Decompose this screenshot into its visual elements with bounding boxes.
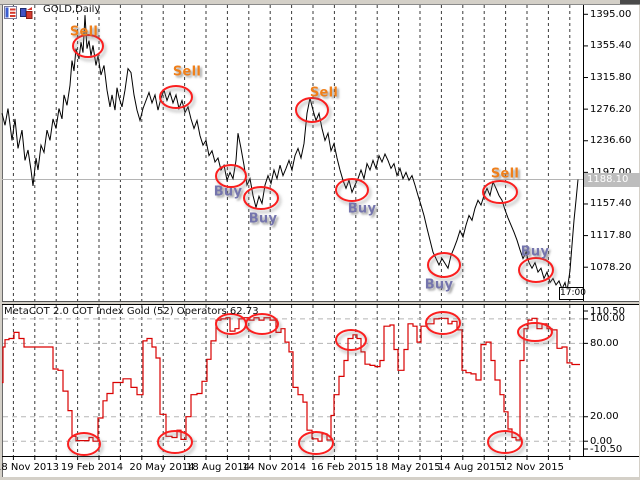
cot-report-table-icon[interactable] bbox=[4, 4, 17, 19]
buy-signal-ellipse bbox=[518, 257, 554, 283]
date-tick-label: 19 Feb 2014 bbox=[60, 462, 124, 473]
price-tick-label: 1315.80 bbox=[590, 72, 632, 84]
indicator-title: MetaCOT 2.0 COT Index Gold (52) Operator… bbox=[4, 306, 259, 317]
chart-background bbox=[2, 4, 639, 477]
indicator-tick-label: 20.00 bbox=[590, 411, 619, 423]
sell-signal-label: Sell bbox=[69, 24, 99, 40]
buy-signal-ellipse bbox=[335, 178, 369, 202]
cot-chart-icon[interactable] bbox=[20, 4, 33, 19]
price-tick-label: 1197.00 bbox=[590, 167, 631, 178]
date-tick-label: 16 Feb 2015 bbox=[310, 462, 374, 473]
price-tick-label: 1157.40 bbox=[590, 198, 632, 210]
buy-signal-ellipse bbox=[243, 186, 279, 210]
cot-signal-ellipse bbox=[298, 431, 334, 455]
price-tick-label: 1355.40 bbox=[590, 40, 632, 52]
indicator-tick-label: 110.50 bbox=[590, 305, 625, 317]
date-tick-label: 18 May 2015 bbox=[375, 462, 441, 473]
indicator-tick-label: -10.50 bbox=[590, 443, 623, 455]
sell-signal-ellipse bbox=[482, 180, 518, 204]
cot-signal-ellipse bbox=[335, 329, 367, 351]
date-tick-label: 18 Aug 2014 bbox=[185, 462, 251, 473]
buy-signal-label: Buy bbox=[424, 277, 454, 293]
indicator-tick-label: 100.00 bbox=[590, 313, 625, 325]
buy-signal-label: Buy bbox=[213, 184, 243, 200]
sell-signal-ellipse bbox=[159, 85, 193, 109]
price-line-series bbox=[1, 15, 579, 292]
price-tick-label: 1395.00 bbox=[590, 8, 632, 20]
price-tick-label: 1117.80 bbox=[590, 230, 632, 242]
price-tick-label: 1236.60 bbox=[590, 135, 632, 147]
cot-signal-ellipse bbox=[67, 432, 101, 456]
date-tick-label: 12 Nov 2015 bbox=[499, 462, 565, 473]
sell-signal-label: Sell bbox=[309, 85, 339, 101]
cot-signal-ellipse bbox=[425, 311, 461, 335]
panel-separator bbox=[2, 301, 639, 305]
cot-signal-ellipse bbox=[517, 322, 553, 342]
cot-signal-ellipse bbox=[245, 313, 279, 335]
date-tick-label: 20 May 2014 bbox=[129, 462, 195, 473]
date-tick-label: 18 Nov 2013 bbox=[0, 462, 60, 473]
buy-signal-label: Buy bbox=[520, 244, 550, 260]
price-tick-label: 1078.20 bbox=[590, 261, 632, 273]
window-top-edge-shadow bbox=[620, 0, 640, 4]
current-price-box: 1188.10 bbox=[584, 173, 640, 187]
date-tick-label: 14 Nov 2014 bbox=[241, 462, 307, 473]
price-tick-label: 1276.20 bbox=[590, 103, 632, 115]
cot-index-line bbox=[2, 317, 580, 442]
cot-signal-ellipse bbox=[157, 430, 193, 454]
current-time-box: 17:00 bbox=[559, 287, 586, 300]
sell-signal-ellipse bbox=[295, 97, 329, 123]
buy-signal-ellipse bbox=[427, 252, 461, 278]
buy-signal-label: Buy bbox=[347, 201, 377, 217]
sell-signal-label: Sell bbox=[172, 64, 202, 80]
sell-signal-ellipse bbox=[72, 34, 104, 58]
symbol-period-label: GOLD,Daily bbox=[43, 4, 101, 15]
buy-signal-ellipse bbox=[215, 164, 247, 188]
window-top-edge bbox=[0, 0, 640, 5]
indicator-tick-label: 80.00 bbox=[590, 337, 619, 349]
buy-signal-label: Buy bbox=[248, 211, 278, 227]
cot-signal-ellipse bbox=[487, 430, 523, 454]
sell-signal-label: Sell bbox=[490, 166, 520, 182]
date-tick-label: 14 Aug 2015 bbox=[437, 462, 503, 473]
indicator-tick-label: 0.00 bbox=[590, 435, 613, 447]
